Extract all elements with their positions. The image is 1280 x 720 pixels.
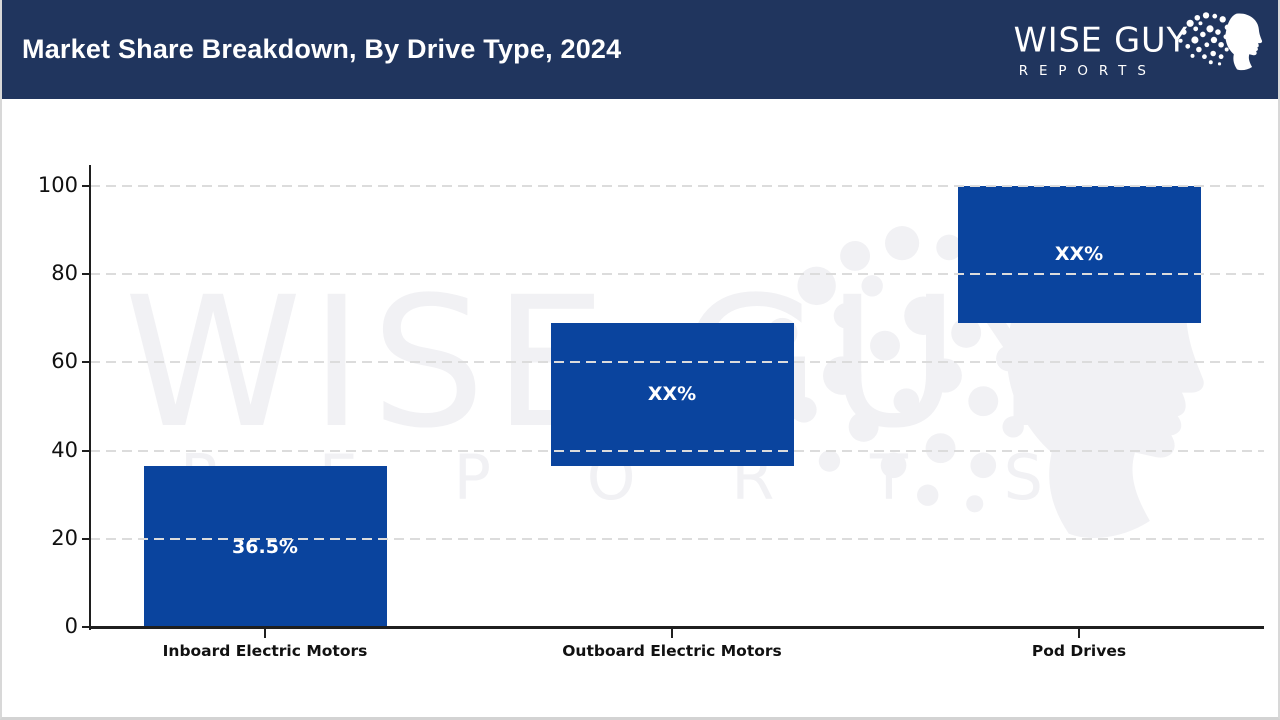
gridline	[90, 537, 1264, 540]
logo-wordmark: WISE GUY	[1014, 20, 1188, 59]
gridline	[90, 185, 1264, 187]
bar-segment: XX%	[957, 186, 1201, 323]
bar-value-label: 36.5%	[232, 535, 298, 558]
gridline	[90, 273, 1264, 276]
wise-guy-logo-graphic: WISE GUY REPORTS	[1014, 11, 1263, 79]
bar-segment: XX%	[550, 322, 794, 467]
bar-value-label: XX%	[647, 383, 697, 406]
y-axis-tick-label: 100	[37, 173, 78, 197]
dotted-face-icon	[1178, 11, 1263, 70]
y-axis-tick	[82, 361, 90, 364]
chart-title: Market Share Breakdown, By Drive Type, 2…	[22, 34, 622, 64]
header-bar: Market Share Breakdown, By Drive Type, 2…	[2, 0, 1278, 99]
y-axis-tick-label: 20	[51, 525, 78, 550]
wise-guy-logo: WISE GUY REPORTS	[1012, 6, 1264, 94]
y-axis-tick-label: 40	[51, 437, 78, 462]
bar-value-label: XX%	[1054, 243, 1104, 266]
x-axis-label: Outboard Electric Motors	[562, 642, 782, 660]
y-axis-tick	[82, 626, 90, 628]
gridline	[90, 449, 1264, 452]
gridline	[90, 361, 1264, 364]
y-axis-line	[89, 165, 91, 630]
x-axis-label: Pod Drives	[1031, 642, 1127, 660]
logo-subtext: REPORTS	[1019, 64, 1157, 79]
y-axis-tick-label: 80	[51, 261, 78, 286]
x-axis-tick	[264, 629, 266, 638]
chart-plot-area: WISE GUY R E P O R T S 36.5% XX% XX% 0 20 40…	[2, 99, 1280, 720]
x-axis-tick	[671, 629, 673, 638]
y-axis-tick	[82, 537, 90, 540]
y-axis-tick	[82, 185, 90, 187]
y-axis-tick	[82, 273, 90, 276]
bar-segment: 36.5%	[143, 466, 387, 627]
y-axis-tick-label: 0	[64, 614, 78, 638]
x-axis-label: Inboard Electric Motors	[162, 642, 368, 660]
y-axis-tick-label: 60	[51, 349, 78, 374]
x-axis-line	[89, 626, 1264, 629]
y-axis-tick	[82, 449, 90, 452]
x-axis-tick	[1078, 629, 1080, 638]
